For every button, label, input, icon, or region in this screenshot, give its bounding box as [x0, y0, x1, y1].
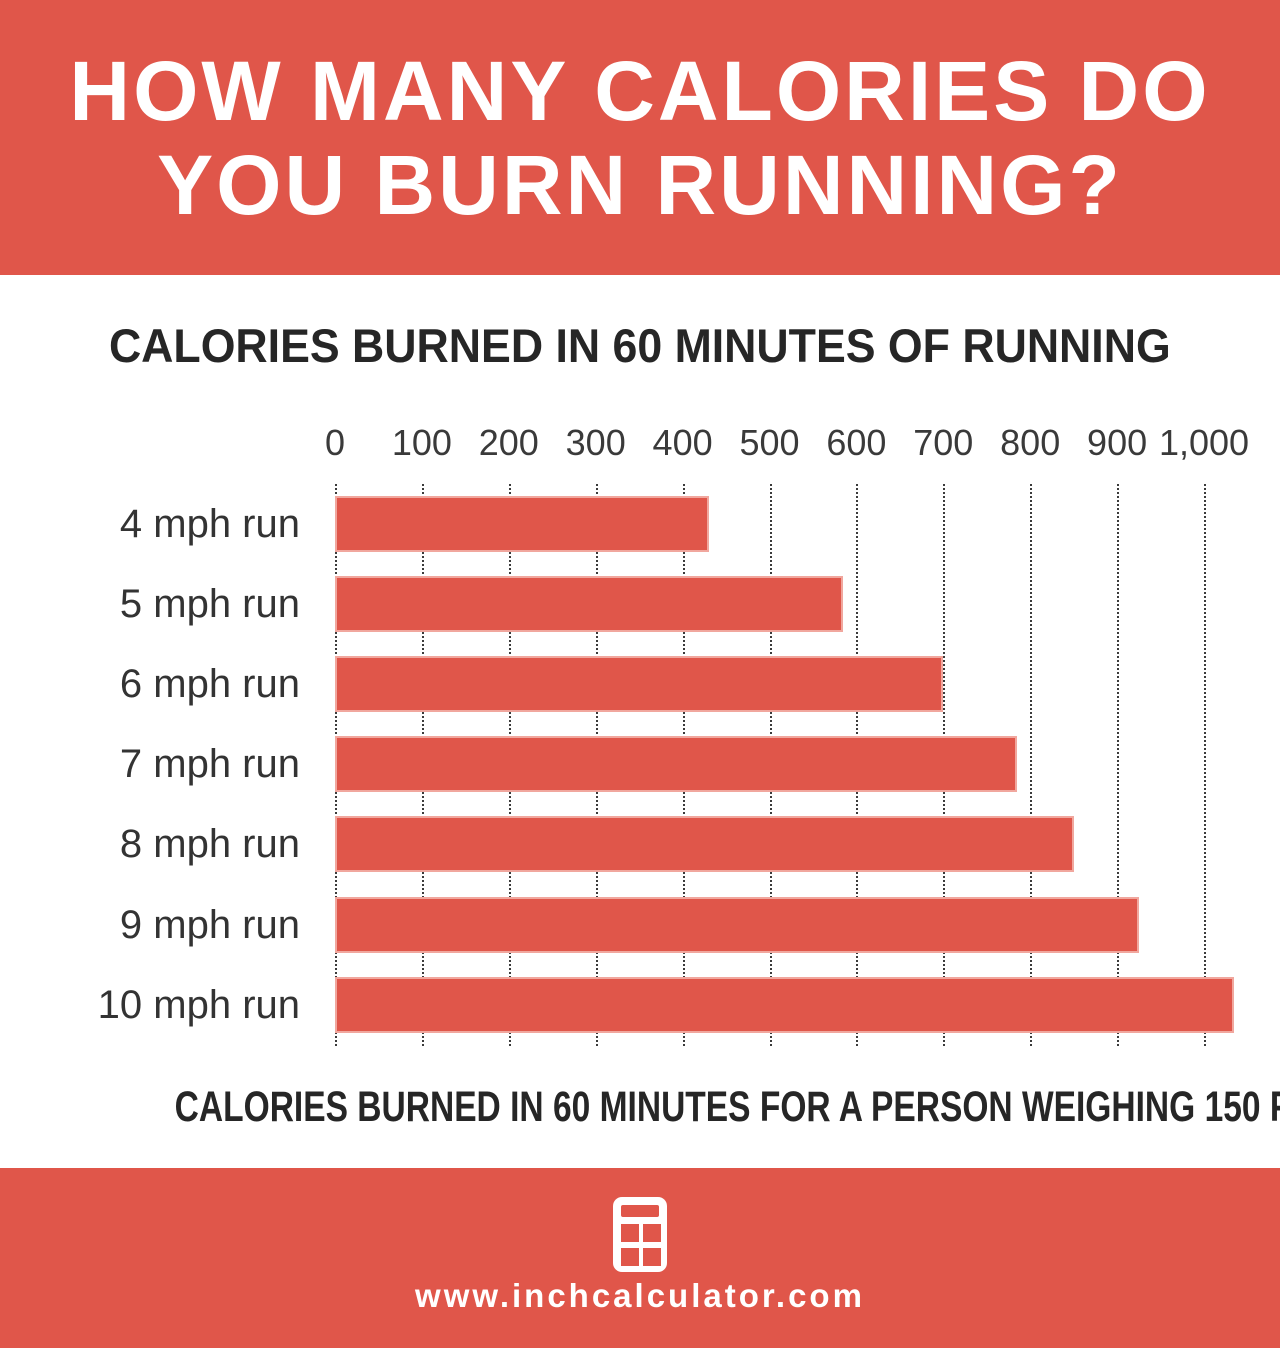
bar-9-mph-run	[335, 897, 1139, 953]
y-label-8-mph-run: 8 mph run	[119, 822, 300, 866]
x-tick-label-200: 200	[478, 422, 539, 463]
chart-footnote: CALORIES BURNED IN 60 MINUTES FOR A PERS…	[0, 1085, 1280, 1129]
x-tick-label-700: 700	[913, 422, 974, 463]
x-tick-label-1000: 1,000	[1158, 422, 1250, 463]
x-axis-tick-labels: 0 100 200 300 400 500 600 700 800 900 1,000	[325, 421, 1249, 465]
x-tick-label-900: 900	[1087, 422, 1148, 463]
chart-footnote-text: CALORIES BURNED IN 60 MINUTES FOR A PERS…	[174, 1083, 1280, 1131]
bar-6-mph-run	[335, 656, 943, 712]
bar-8-mph-run	[335, 816, 1074, 872]
x-tick-label-400: 400	[652, 422, 713, 463]
chart-title-text: CALORIES BURNED IN 60 MINUTES OF RUNNING	[109, 319, 1171, 372]
footer-band: www.inchcalculator.com	[0, 1168, 1280, 1348]
y-label-9-mph-run: 9 mph run	[119, 903, 300, 947]
y-axis-category-labels: 4 mph run 5 mph run 6 mph run 7 mph run 8 mp…	[0, 484, 300, 1046]
x-tick-label-0: 0	[324, 422, 346, 463]
chart-title: CALORIES BURNED IN 60 MINUTES OF RUNNING	[0, 322, 1280, 370]
main-title-line-1: HOW MANY CALORIES DO	[69, 43, 1211, 138]
x-tick-label-500: 500	[739, 422, 800, 463]
bar-10-mph-run	[335, 977, 1234, 1033]
y-label-4-mph-run: 4 mph run	[119, 502, 300, 546]
x-tick-label-800: 800	[1000, 422, 1061, 463]
main-title: HOW MANY CALORIES DO YOU BURN RUNNING?	[69, 44, 1210, 232]
bar-4-mph-run	[335, 496, 709, 552]
x-tick-label-600: 600	[826, 422, 887, 463]
gridline-1000	[1204, 484, 1206, 1046]
gridline-800	[1030, 484, 1033, 1046]
bar-5-mph-run	[335, 576, 843, 632]
calculator-icon	[613, 1197, 667, 1272]
x-tick-label-300: 300	[565, 422, 626, 463]
plot-area	[335, 484, 1240, 1046]
y-label-10-mph-run: 10 mph run	[97, 983, 300, 1027]
website-url: www.inchcalculator.com	[415, 1277, 865, 1314]
bar-7-mph-run	[335, 736, 1017, 792]
gridline-900	[1117, 484, 1120, 1046]
x-tick-label-100: 100	[391, 422, 452, 463]
header-band: HOW MANY CALORIES DO YOU BURN RUNNING?	[0, 0, 1280, 275]
y-label-6-mph-run: 6 mph run	[119, 662, 300, 706]
y-label-5-mph-run: 5 mph run	[119, 582, 300, 626]
y-label-7-mph-run: 7 mph run	[119, 742, 300, 786]
main-title-line-2: YOU BURN RUNNING?	[157, 137, 1123, 232]
